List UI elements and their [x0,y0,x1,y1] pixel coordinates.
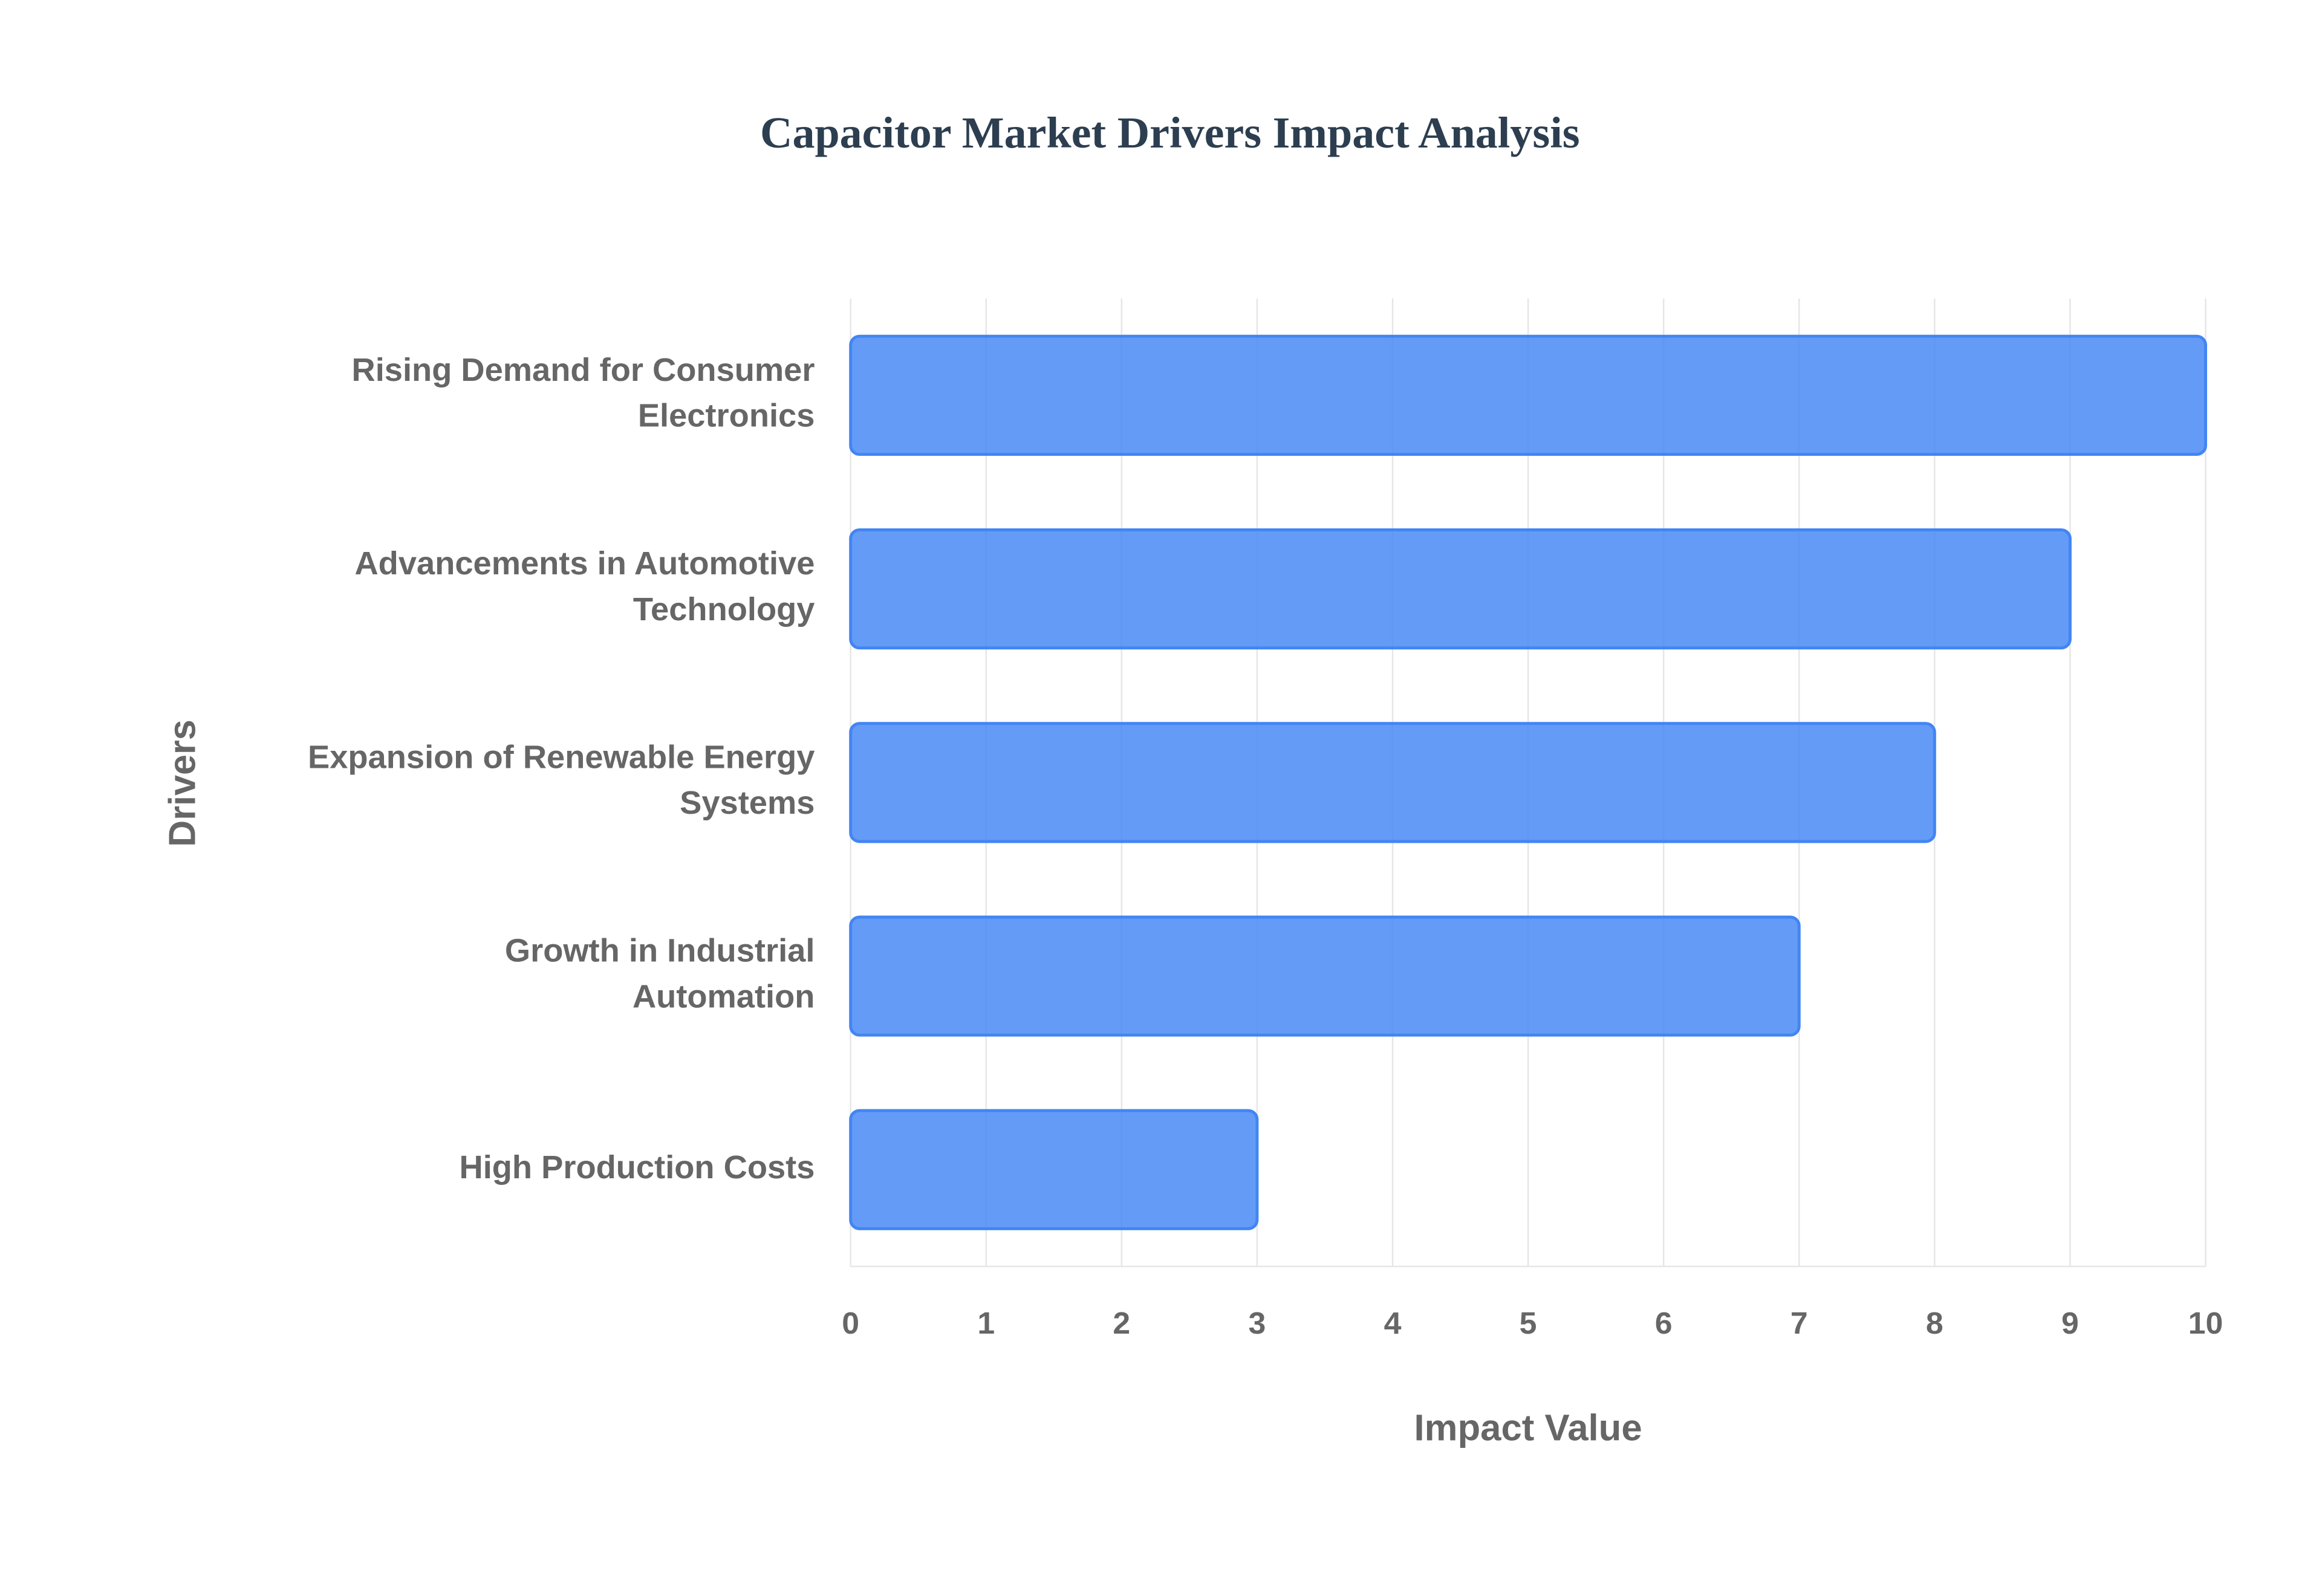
y-axis-title: Drivers [161,719,203,847]
x-tick-label: 1 [977,1305,995,1340]
x-tick-label: 6 [1655,1305,1673,1340]
x-tick-label: 0 [842,1305,859,1340]
y-tick-label: Advancements in Automotive Technology [354,546,815,628]
bar [849,528,2072,650]
x-tick-label: 7 [1790,1305,1808,1340]
x-tick-label: 8 [1926,1305,1943,1340]
x-tick-label: 10 [2188,1305,2223,1340]
x-tick-label: 2 [1113,1305,1130,1340]
x-axis-title: Impact Value [1414,1407,1642,1449]
bar [849,334,2207,456]
x-tick-label: 4 [1384,1305,1402,1340]
x-tick-label: 3 [1249,1305,1266,1340]
y-tick-label: Growth in Industrial Automation [505,933,815,1014]
chart-title: Capacitor Market Drivers Impact Analysis [760,108,1580,157]
x-tick-label: 5 [1520,1305,1537,1340]
bar [849,915,1801,1037]
y-tick-label: High Production Costs [460,1149,815,1186]
y-tick-label: Rising Demand for Consumer Electronics [352,352,815,433]
bar [849,1109,1259,1230]
x-tick-label: 9 [2061,1305,2079,1340]
y-tick-label: Expansion of Renewable Energy Systems [308,739,815,821]
bar [849,722,1936,843]
